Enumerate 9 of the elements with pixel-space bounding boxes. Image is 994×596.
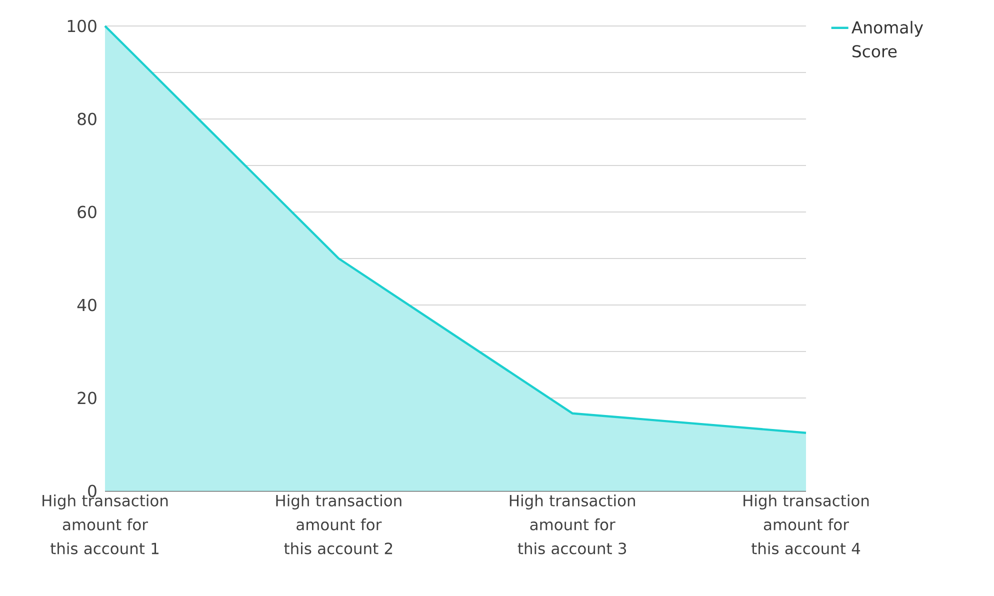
y-tick-label: 40 <box>77 298 96 312</box>
x-tick-label: High transaction amount for this account 2 <box>276 494 402 554</box>
x-tick-label: High transaction amount for this account 4 <box>744 494 869 554</box>
y-tick-label: 20 <box>78 392 96 404</box>
y-tick-label: 60 <box>78 206 96 218</box>
y-tick-label: 80 <box>78 112 96 126</box>
x-tick-label: High transaction amount for this account 3 <box>510 494 635 554</box>
legend-label: Anomaly Score <box>852 20 924 58</box>
y-tick-label: 100 <box>68 20 96 32</box>
